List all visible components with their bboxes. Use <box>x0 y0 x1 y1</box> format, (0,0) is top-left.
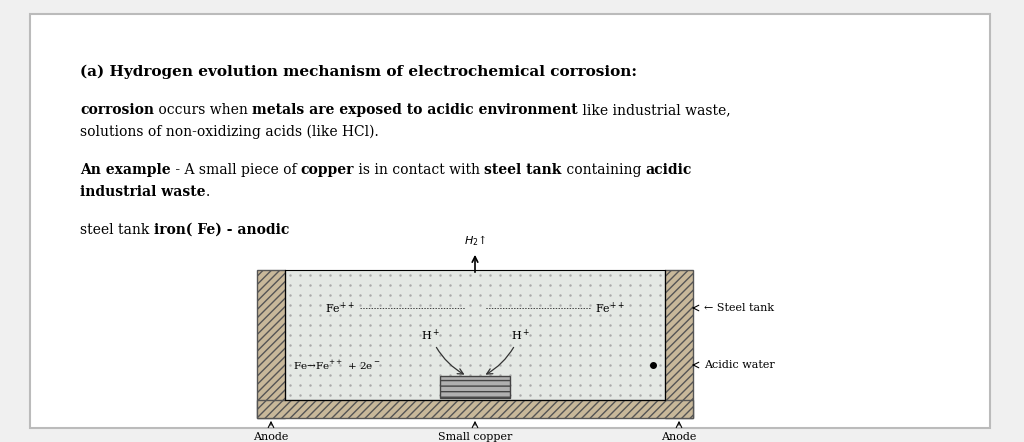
Text: corrosion: corrosion <box>80 103 154 117</box>
Text: Fe$^{++}$: Fe$^{++}$ <box>325 301 355 316</box>
Text: An example: An example <box>80 163 171 177</box>
Text: industrial waste: industrial waste <box>80 185 206 199</box>
Text: Anode: Anode <box>662 432 696 442</box>
Text: copper: copper <box>301 163 354 177</box>
Text: occurs when: occurs when <box>154 103 252 117</box>
Bar <box>665 270 693 418</box>
Text: solutions of non-oxidizing acids (like HCl).: solutions of non-oxidizing acids (like H… <box>80 125 379 139</box>
Text: Fe$^{++}$: Fe$^{++}$ <box>595 301 625 316</box>
Text: (a) Hydrogen evolution mechanism of electrochemical corrosion:: (a) Hydrogen evolution mechanism of elec… <box>80 65 637 80</box>
FancyBboxPatch shape <box>30 14 990 428</box>
Text: Fe→Fe$^{++}$ + 2e$^-$: Fe→Fe$^{++}$ + 2e$^-$ <box>293 358 381 372</box>
Text: iron( Fe) - anodic: iron( Fe) - anodic <box>154 223 289 237</box>
Bar <box>257 270 285 418</box>
Text: metals are exposed to acidic environment: metals are exposed to acidic environment <box>252 103 578 117</box>
Text: steel tank: steel tank <box>80 223 154 237</box>
Bar <box>285 270 665 400</box>
Text: $H_2$↑: $H_2$↑ <box>464 233 486 248</box>
Text: acidic: acidic <box>645 163 692 177</box>
Text: steel tank: steel tank <box>484 163 562 177</box>
Text: H$^+$: H$^+$ <box>421 328 439 343</box>
Text: Anode: Anode <box>253 432 289 442</box>
Text: is in contact with: is in contact with <box>354 163 484 177</box>
Text: H$^+$: H$^+$ <box>511 328 529 343</box>
Text: Acidic water: Acidic water <box>705 360 775 370</box>
Text: .: . <box>206 185 210 199</box>
Text: like industrial waste,: like industrial waste, <box>578 103 730 117</box>
Text: Small copper: Small copper <box>438 432 512 442</box>
Text: - A small piece of: - A small piece of <box>171 163 301 177</box>
Text: containing: containing <box>562 163 645 177</box>
Text: ← Steel tank: ← Steel tank <box>705 303 774 313</box>
Bar <box>440 376 510 398</box>
Bar <box>257 400 693 418</box>
